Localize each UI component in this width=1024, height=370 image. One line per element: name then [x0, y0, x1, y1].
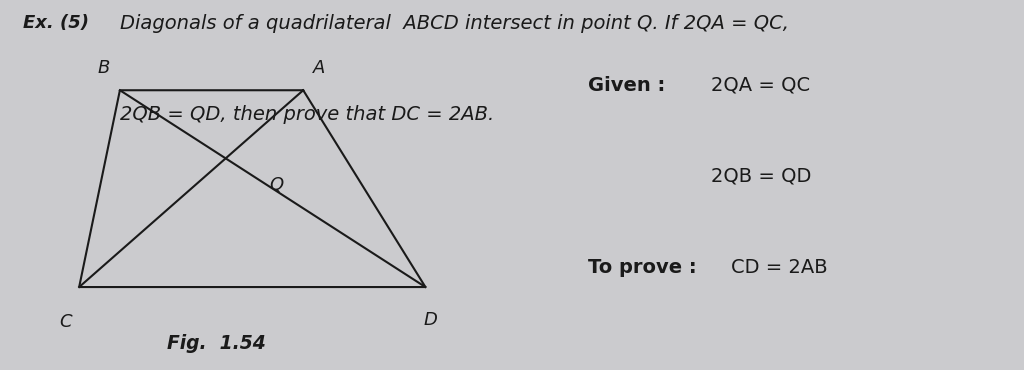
- Text: Ex. (5): Ex. (5): [24, 14, 89, 32]
- Text: Q: Q: [269, 176, 284, 194]
- Text: To prove :: To prove :: [589, 258, 703, 277]
- Text: Diagonals of a quadrilateral  ABCD intersect in point Q. If 2QA = QC,: Diagonals of a quadrilateral ABCD inters…: [120, 14, 788, 33]
- Text: 2QB = QD, then prove that DC = 2AB.: 2QB = QD, then prove that DC = 2AB.: [120, 105, 495, 124]
- Text: 2QB = QD: 2QB = QD: [711, 167, 811, 186]
- Text: Given :: Given :: [589, 76, 673, 95]
- Text: D: D: [424, 311, 437, 329]
- Text: A: A: [313, 60, 326, 77]
- Text: Fig.  1.54: Fig. 1.54: [167, 334, 266, 353]
- Text: B: B: [97, 60, 110, 77]
- Text: CD = 2AB: CD = 2AB: [731, 258, 827, 277]
- Text: 2QA = QC: 2QA = QC: [711, 76, 810, 95]
- Text: C: C: [59, 313, 73, 330]
